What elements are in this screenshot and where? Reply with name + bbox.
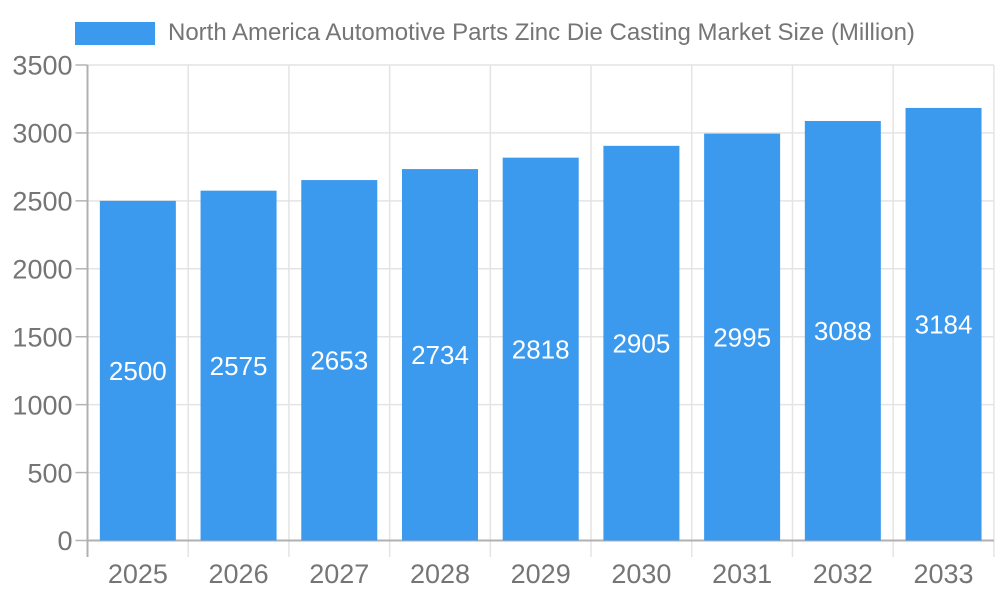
legend-label: North America Automotive Parts Zinc Die … — [168, 19, 915, 46]
bar-value-label: 3088 — [814, 316, 872, 346]
x-axis-label: 2030 — [611, 559, 671, 589]
bar[interactable] — [301, 180, 378, 541]
y-axis-label: 3500 — [12, 51, 72, 81]
x-axis-label: 2028 — [410, 559, 470, 589]
bar-value-label: 3184 — [915, 310, 973, 340]
bar[interactable] — [99, 200, 176, 541]
y-axis-label: 500 — [27, 458, 72, 488]
legend: North America Automotive Parts Zinc Die … — [75, 19, 915, 47]
bar-value-label: 2653 — [310, 346, 368, 376]
bar-value-label: 2734 — [411, 340, 469, 370]
bar[interactable] — [502, 157, 579, 541]
x-axis-label: 2031 — [712, 559, 772, 589]
x-axis-label: 2027 — [309, 559, 369, 589]
bar[interactable] — [804, 120, 881, 541]
y-axis-label: 2500 — [12, 187, 72, 217]
bar-value-label: 2818 — [512, 334, 570, 364]
x-axis-label: 2025 — [108, 559, 168, 589]
bar[interactable] — [905, 107, 982, 541]
y-axis-label: 1000 — [12, 390, 72, 420]
bar-value-label: 2905 — [612, 329, 670, 359]
bar[interactable] — [401, 169, 478, 541]
x-axis-label: 2029 — [511, 559, 571, 589]
bar[interactable] — [200, 190, 277, 541]
x-axis-label: 2033 — [913, 559, 973, 589]
bar-value-label: 2575 — [210, 351, 268, 381]
bar[interactable] — [603, 145, 680, 541]
bar-value-label: 2995 — [713, 322, 771, 352]
bar-value-label: 2500 — [109, 356, 167, 386]
y-axis-label: 0 — [57, 526, 72, 556]
x-axis-label: 2032 — [813, 559, 873, 589]
y-axis-label: 1500 — [12, 322, 72, 352]
y-axis-label: 3000 — [12, 119, 72, 149]
y-axis-label: 2000 — [12, 255, 72, 285]
legend-swatch[interactable] — [75, 21, 155, 45]
bar[interactable] — [704, 133, 781, 541]
x-axis-label: 2026 — [209, 559, 269, 589]
